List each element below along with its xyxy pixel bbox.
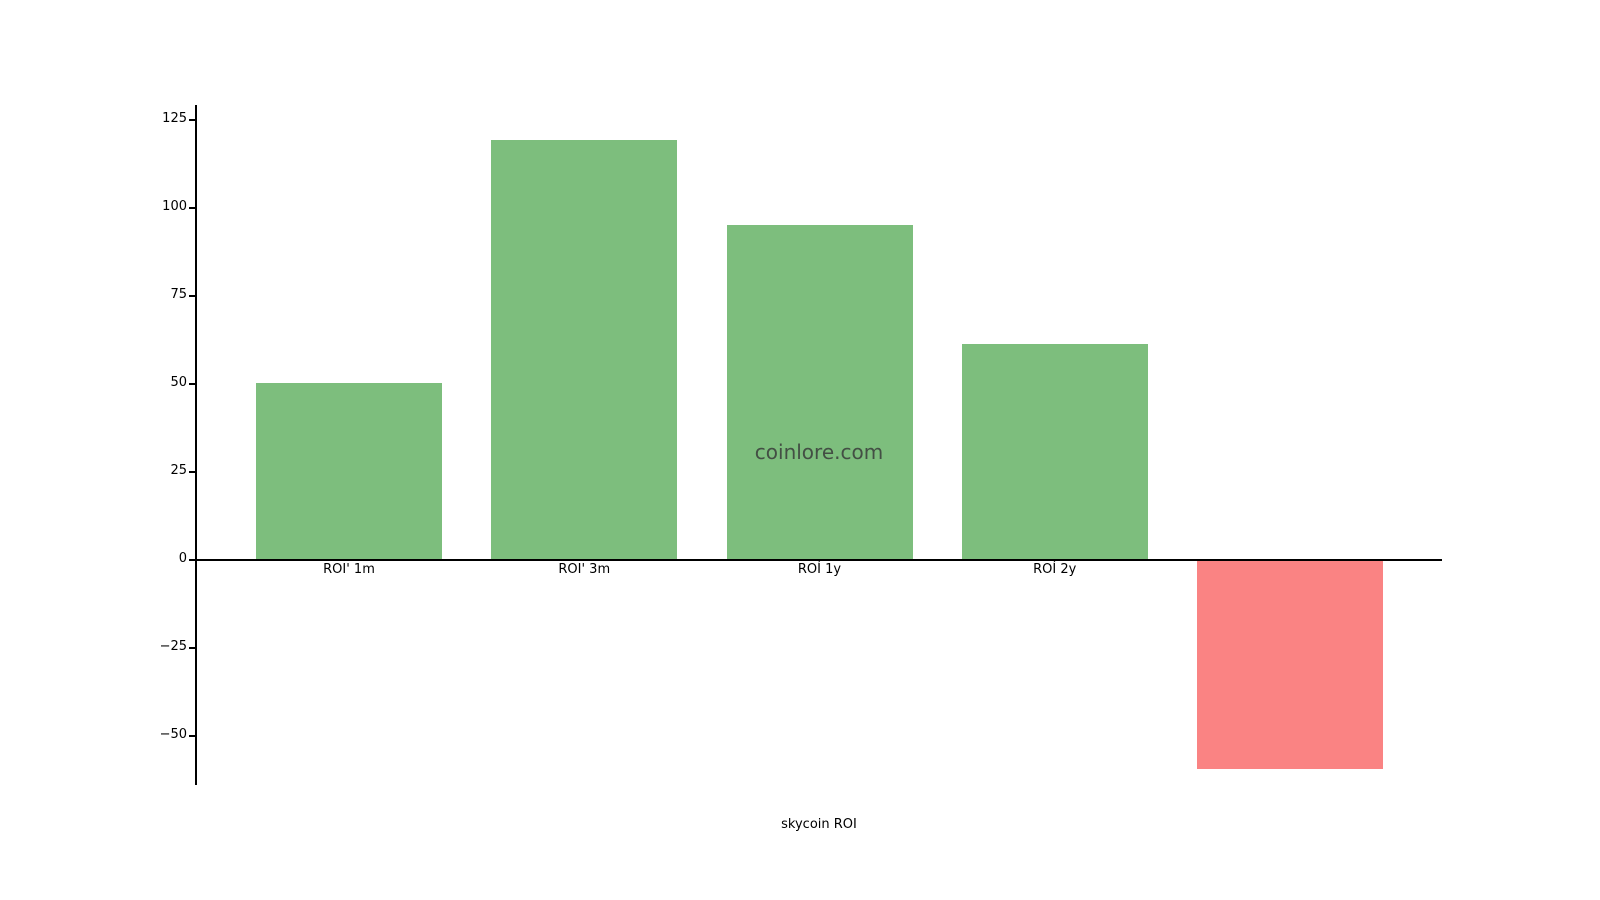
x-axis-zero-line <box>195 559 1442 561</box>
bar-3 <box>961 344 1148 559</box>
x-tick-label-1: ROI' 3m <box>558 562 611 577</box>
y-tick-label: 50 <box>170 375 187 390</box>
y-tick-mark <box>189 206 195 209</box>
bar-4 <box>1197 561 1383 769</box>
y-tick-label: −50 <box>159 727 187 742</box>
y-tick-label: 0 <box>178 551 187 566</box>
y-tick-mark <box>189 558 195 561</box>
y-tick-label: 75 <box>170 287 187 302</box>
bar-2 <box>726 224 913 559</box>
y-axis-spine <box>195 105 197 785</box>
x-tick-label-3: ROÍ 2y <box>1033 562 1077 577</box>
y-tick-mark <box>189 382 195 385</box>
y-tick-label: 100 <box>162 199 187 214</box>
y-tick-label: 25 <box>170 463 187 478</box>
bar-1 <box>491 140 678 559</box>
y-tick-mark <box>189 646 195 649</box>
x-tick-label-0: ROI' 1m <box>323 562 375 577</box>
y-tick-label: −25 <box>159 639 187 654</box>
y-tick-mark <box>189 118 195 121</box>
watermark: coinlore.com <box>754 440 884 464</box>
y-tick-label: 125 <box>162 111 187 126</box>
x-tick-label-2: ROÍ 1y <box>797 562 842 577</box>
y-tick-mark <box>189 470 195 473</box>
y-tick-mark <box>189 734 195 737</box>
y-tick-mark <box>189 294 195 297</box>
chart-xlabel: skycoin ROI <box>781 817 857 832</box>
bar-0 <box>256 383 442 559</box>
